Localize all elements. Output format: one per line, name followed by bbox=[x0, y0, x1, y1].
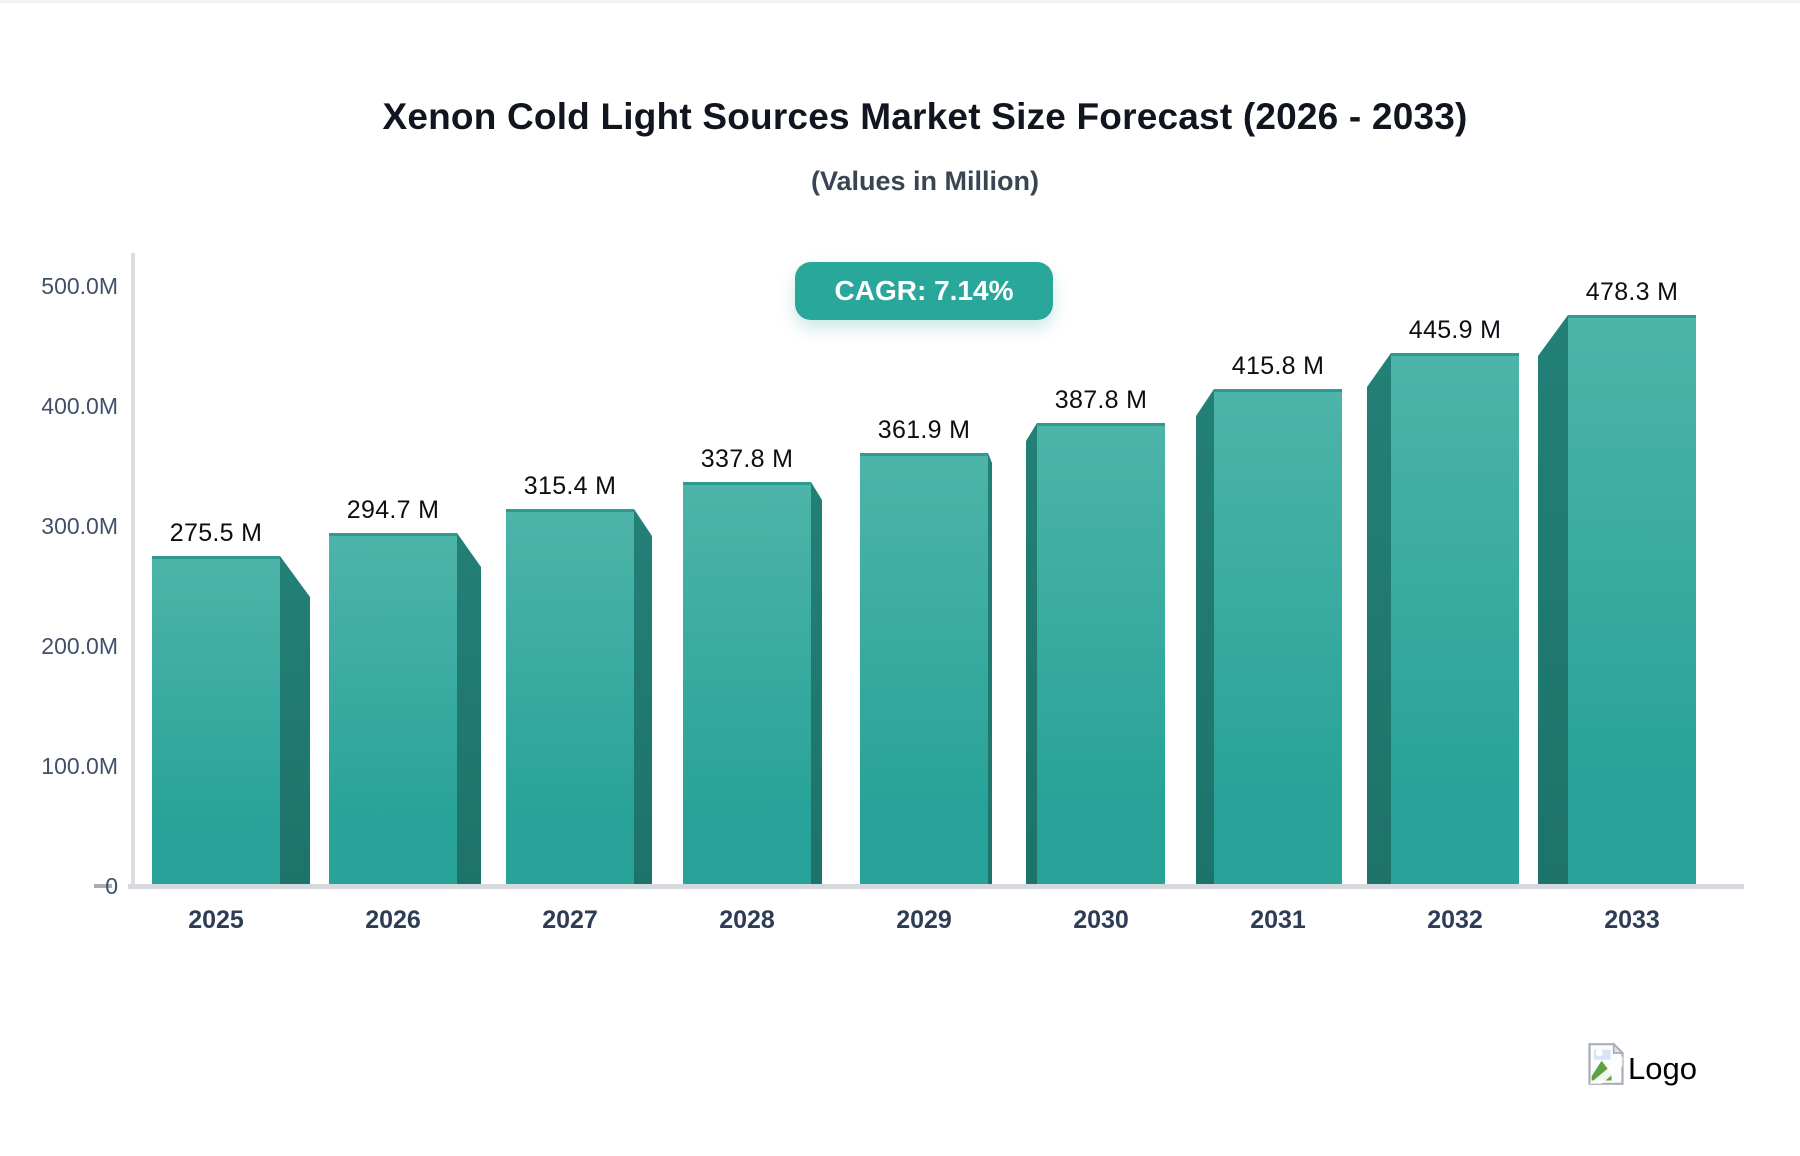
bar-side-2025 bbox=[280, 556, 310, 884]
cagr-badge: CAGR: 7.14% bbox=[795, 262, 1053, 320]
bar-front-2033 bbox=[1568, 315, 1696, 884]
logo: Logo bbox=[1586, 1042, 1697, 1086]
bar-front-2031 bbox=[1214, 389, 1342, 884]
y-axis-tick-label: 400.0M bbox=[41, 393, 118, 419]
bar-side-2033 bbox=[1538, 315, 1568, 884]
x-axis-tick-label: 2031 bbox=[1250, 906, 1306, 934]
bar-side-2027 bbox=[634, 509, 652, 884]
y-axis-tick-label: 200.0M bbox=[41, 633, 118, 659]
bar-front-2030 bbox=[1037, 423, 1165, 884]
x-axis-tick-label: 2026 bbox=[365, 906, 421, 934]
bar-side-2029 bbox=[988, 453, 992, 884]
x-axis-tick-label: 2027 bbox=[542, 906, 598, 934]
bar-side-2026 bbox=[457, 533, 481, 884]
broken-image-icon bbox=[1588, 1042, 1625, 1085]
bar-value-label: 387.8 M bbox=[1054, 386, 1148, 414]
bar-front-2028 bbox=[683, 482, 811, 884]
bar-value-label: 445.9 M bbox=[1408, 316, 1502, 344]
bar-front-2027 bbox=[506, 509, 634, 884]
chart-title: Xenon Cold Light Sources Market Size For… bbox=[382, 96, 1468, 137]
chart-subtitle: (Values in Million) bbox=[810, 166, 1040, 196]
x-axis-tick-label: 2030 bbox=[1073, 906, 1129, 934]
cagr-badge-label: CAGR: 7.14% bbox=[834, 275, 1014, 306]
x-axis-tick-label: 2029 bbox=[896, 906, 952, 934]
bar-value-label: 315.4 M bbox=[523, 472, 617, 500]
top-divider bbox=[0, 0, 1800, 3]
zero-tick-mark bbox=[94, 884, 112, 888]
bar-value-label: 337.8 M bbox=[700, 445, 794, 473]
x-axis-tick-label: 2032 bbox=[1427, 906, 1483, 934]
bar-value-label: 275.5 M bbox=[169, 519, 263, 547]
bar-front-2032 bbox=[1391, 353, 1519, 884]
bar-value-label: 478.3 M bbox=[1585, 278, 1679, 306]
y-axis-tick-label: 0 bbox=[105, 873, 118, 899]
bar-front-2029 bbox=[860, 453, 988, 884]
x-axis-tick-label: 2033 bbox=[1604, 906, 1660, 934]
bar-side-2031 bbox=[1196, 389, 1214, 884]
logo-alt-text: Logo bbox=[1628, 1051, 1697, 1086]
bar-front-2026 bbox=[329, 533, 457, 884]
bar-value-label: 415.8 M bbox=[1231, 352, 1325, 380]
x-axis-tick-label: 2028 bbox=[719, 906, 775, 934]
bar-value-label: 294.7 M bbox=[346, 496, 440, 524]
y-axis-tick-label: 500.0M bbox=[41, 273, 118, 299]
bar-side-2030 bbox=[1026, 423, 1037, 884]
bar-side-2032 bbox=[1367, 353, 1391, 884]
y-axis-line bbox=[131, 253, 135, 886]
bar-front-2025 bbox=[152, 556, 280, 884]
y-axis-tick-label: 300.0M bbox=[41, 513, 118, 539]
x-axis-line bbox=[128, 884, 1744, 889]
x-axis-tick-label: 2025 bbox=[188, 906, 244, 934]
bar-value-label: 361.9 M bbox=[877, 416, 971, 444]
y-axis-tick-label: 100.0M bbox=[41, 753, 118, 779]
bar-side-2028 bbox=[811, 482, 822, 884]
